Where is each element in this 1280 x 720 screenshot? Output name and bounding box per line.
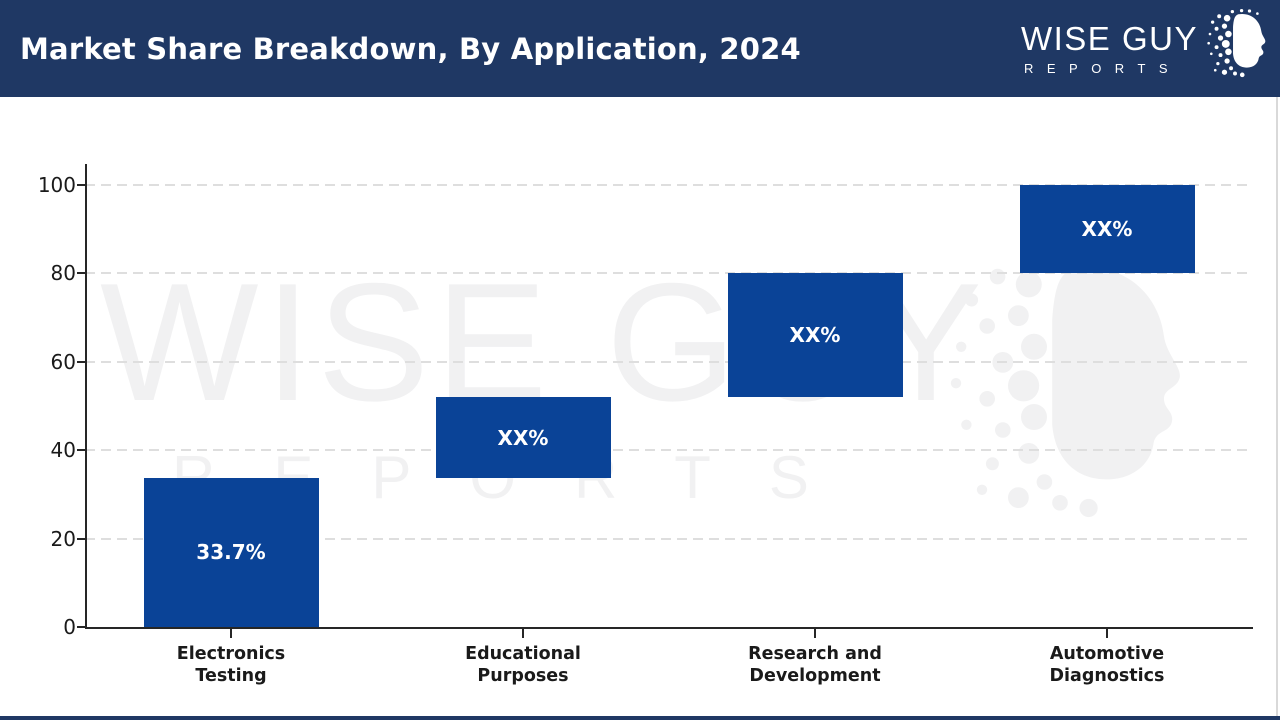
x-axis-line xyxy=(85,627,1253,629)
y-axis-line xyxy=(85,164,87,629)
y-tick-label: 100 xyxy=(37,172,76,197)
y-tick-mark xyxy=(77,183,85,186)
x-category-label: Automotive Diagnostics xyxy=(1049,644,1165,687)
y-tick-mark xyxy=(77,537,85,540)
bar-4: XX% xyxy=(1019,184,1195,274)
chart-title: Market Share Breakdown, By Application, … xyxy=(20,31,801,66)
y-tick-label: 40 xyxy=(50,438,76,463)
bar-3: XX% xyxy=(727,273,903,398)
x-category-label: Electronics Testing xyxy=(176,644,286,687)
logo-brand-text: WISE GUY xyxy=(1020,20,1198,57)
y-gridline xyxy=(85,183,1253,186)
x-category-label: Research and Development xyxy=(748,644,882,687)
x-tick-mark xyxy=(230,629,232,638)
watermark-face-icon xyxy=(930,248,1190,560)
y-tick-label: 80 xyxy=(50,261,76,286)
logo-text: WISE GUY REPORTS xyxy=(1021,22,1198,75)
logo-subbrand-text: REPORTS xyxy=(1023,61,1182,76)
header-bar: Market Share Breakdown, By Application, … xyxy=(0,0,1280,97)
bottom-accent-bar xyxy=(0,716,1280,720)
bar-1: 33.7% xyxy=(143,477,319,627)
y-tick-mark xyxy=(77,449,85,452)
y-tick-label: 60 xyxy=(50,349,76,374)
y-gridline xyxy=(85,449,1253,452)
brand-logo: WISE GUY REPORTS xyxy=(1021,9,1268,88)
bar-2: XX% xyxy=(435,397,611,478)
x-tick-mark xyxy=(814,629,816,638)
bar-value-label: XX% xyxy=(789,323,841,348)
x-category-label: Educational Purposes xyxy=(465,644,581,687)
y-gridline xyxy=(85,537,1253,540)
y-tick-label: 20 xyxy=(50,526,76,551)
y-tick-mark xyxy=(77,626,85,628)
bar-value-label: XX% xyxy=(1081,217,1133,241)
y-gridline xyxy=(85,272,1253,275)
x-tick-mark xyxy=(1106,629,1108,638)
y-tick-mark xyxy=(77,272,85,275)
bar-value-label: XX% xyxy=(497,425,549,450)
x-tick-mark xyxy=(522,629,524,638)
bar-value-label: 33.7% xyxy=(196,540,266,565)
page-right-border xyxy=(1276,97,1278,716)
y-gridline xyxy=(85,360,1253,363)
y-tick-mark xyxy=(77,360,85,363)
y-tick-label: 0 xyxy=(63,615,76,639)
wiseguy-face-icon xyxy=(1202,9,1268,88)
